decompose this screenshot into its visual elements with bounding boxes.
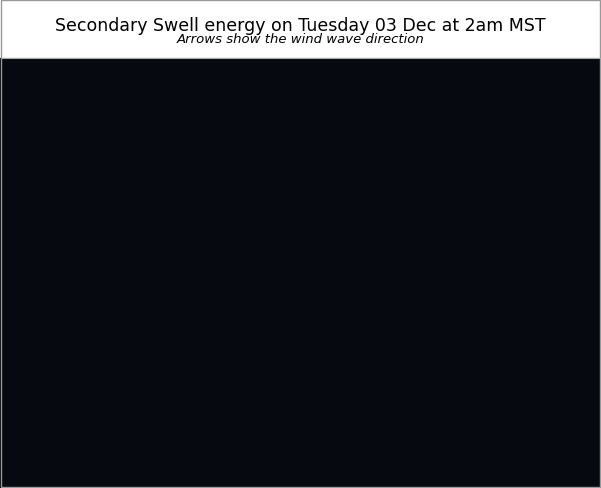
Text: Arrows show the wind wave direction: Arrows show the wind wave direction: [177, 33, 424, 46]
Text: Secondary Swell energy on Tuesday 03 Dec at 2am MST: Secondary Swell energy on Tuesday 03 Dec…: [55, 17, 546, 35]
